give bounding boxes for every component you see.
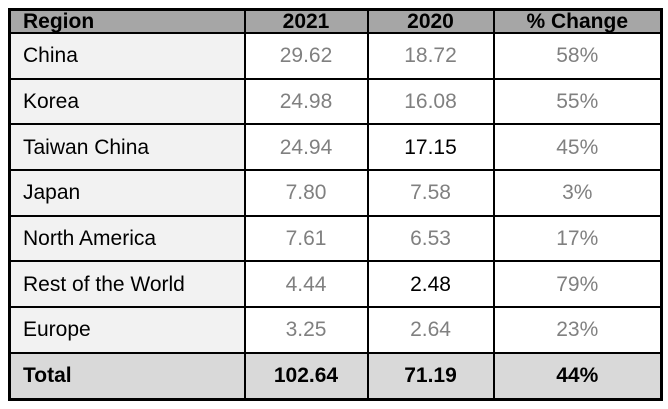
table-row-china: China 29.62 18.72 58%: [8, 32, 663, 80]
column-header-2021: 2021: [243, 8, 369, 34]
table-row-rest-of-the-world: Rest of the World 4.44 2.48 79%: [8, 260, 663, 309]
value-2021-cell: 7.80: [243, 169, 369, 217]
region-cell: Taiwan China: [8, 123, 246, 172]
region-cell: Rest of the World: [8, 260, 246, 309]
total-2021-cell: 102.64: [243, 351, 369, 401]
table-row-north-america: North America 7.61 6.53 17%: [8, 214, 663, 263]
value-2020-cell: 6.53: [366, 214, 495, 263]
total-label-cell: Total: [8, 351, 246, 401]
value-2020-cell: 16.08: [366, 77, 495, 126]
total-percent-change-cell: 44%: [492, 351, 663, 401]
region-cell: Europe: [8, 306, 246, 354]
region-cell: Japan: [8, 169, 246, 217]
percent-change-cell: 17%: [492, 214, 663, 263]
percent-change-cell: 55%: [492, 77, 663, 126]
percent-change-cell: 23%: [492, 306, 663, 354]
table-row-taiwan-china: Taiwan China 24.94 17.15 45%: [8, 123, 663, 172]
column-header-region: Region: [8, 8, 246, 34]
value-2020-cell: 18.72: [366, 32, 495, 80]
total-row: Total 102.64 71.19 44%: [8, 351, 663, 401]
percent-change-cell: 3%: [492, 169, 663, 217]
table-row-europe: Europe 3.25 2.64 23%: [8, 306, 663, 354]
table-row-japan: Japan 7.80 7.58 3%: [8, 169, 663, 217]
value-2020-cell: 2.48: [366, 260, 495, 309]
value-2021-cell: 3.25: [243, 306, 369, 354]
region-cell: Korea: [8, 77, 246, 126]
regional-revenue-table: Region 2021 2020 % Change China 29.62 18…: [8, 8, 663, 401]
header-row: Region 2021 2020 % Change: [8, 8, 663, 34]
value-2020-cell: 7.58: [366, 169, 495, 217]
region-cell: China: [8, 32, 246, 80]
value-2021-cell: 24.98: [243, 77, 369, 126]
value-2021-cell: 29.62: [243, 32, 369, 80]
percent-change-cell: 45%: [492, 123, 663, 172]
value-2020-cell: 2.64: [366, 306, 495, 354]
region-cell: North America: [8, 214, 246, 263]
percent-change-cell: 58%: [492, 32, 663, 80]
value-2020-cell: 17.15: [366, 123, 495, 172]
value-2021-cell: 24.94: [243, 123, 369, 172]
total-2020-cell: 71.19: [366, 351, 495, 401]
value-2021-cell: 4.44: [243, 260, 369, 309]
column-header-2020: 2020: [366, 8, 495, 34]
percent-change-cell: 79%: [492, 260, 663, 309]
table-row-korea: Korea 24.98 16.08 55%: [8, 77, 663, 126]
value-2021-cell: 7.61: [243, 214, 369, 263]
column-header-percent-change: % Change: [492, 8, 663, 34]
